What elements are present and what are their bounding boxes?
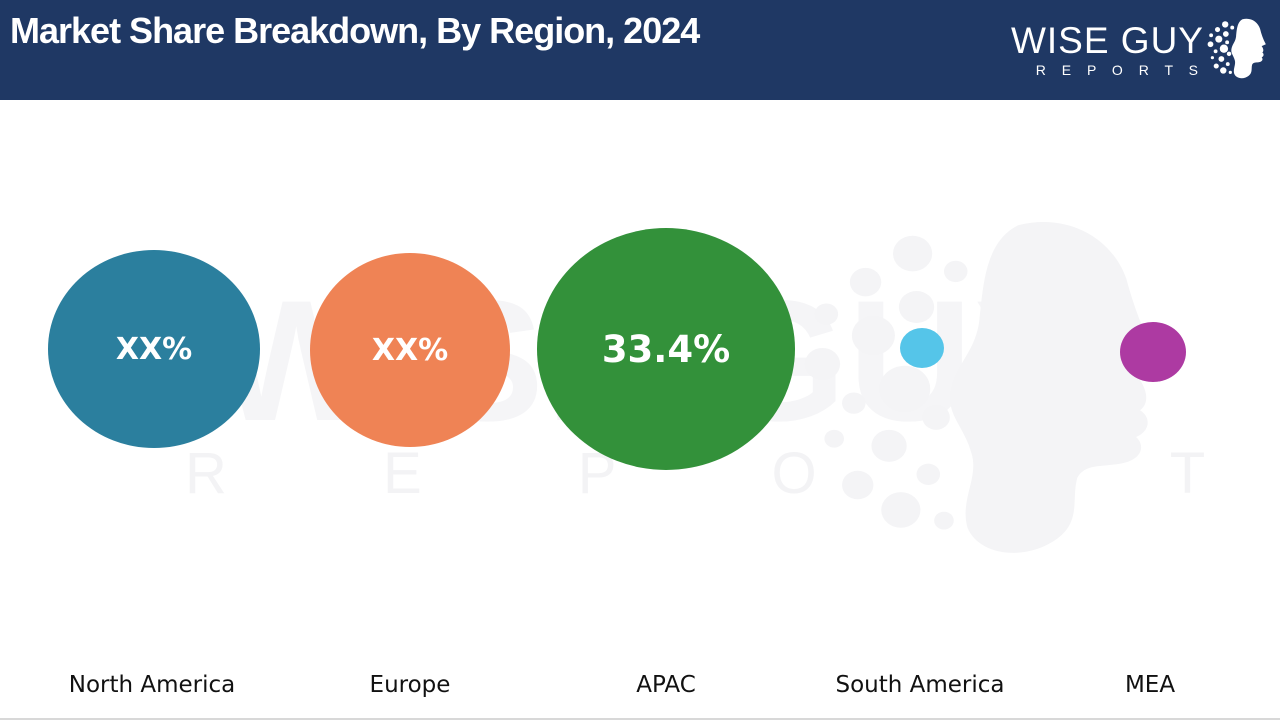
logo-subtext: R E P O R T S <box>1035 62 1204 78</box>
logo-text: WISE GUY R E P O R T S <box>1011 22 1204 78</box>
bubble-value-label: 33.4% <box>601 327 731 371</box>
category-label-north-america: North America <box>68 672 236 698</box>
bubble-europe: XX% <box>310 253 510 447</box>
bubble-north-america: XX% <box>48 250 260 448</box>
category-label-apac: APAC <box>636 672 696 698</box>
category-label-mea: MEA <box>1124 672 1176 698</box>
bubble-south-america <box>900 328 944 368</box>
bubble-value-label: XX% <box>115 331 193 367</box>
bubble-apac: 33.4% <box>537 228 795 470</box>
wiseguy-logo: WISE GUY R E P O R T S <box>1011 8 1270 92</box>
logo-wordmark: WISE GUY <box>1010 20 1204 61</box>
category-label-south-america: South America <box>835 672 1005 698</box>
header-bar: Market Share Breakdown, By Region, 2024 … <box>0 0 1280 100</box>
page-title: Market Share Breakdown, By Region, 2024 <box>10 10 700 51</box>
face-profile-icon <box>1207 18 1266 79</box>
watermark-face-icon <box>804 222 1162 553</box>
bubble-value-label: XX% <box>371 332 449 368</box>
bubble-mea <box>1120 322 1186 382</box>
category-label-europe: Europe <box>369 672 451 698</box>
